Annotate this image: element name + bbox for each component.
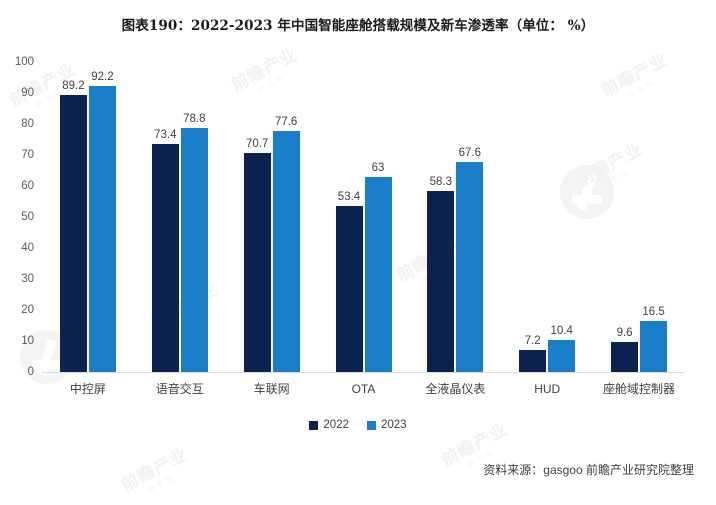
y-axis-tick-label: 30: [21, 273, 34, 285]
legend-label: 2022: [323, 419, 349, 431]
bar-pair: 53.4 63: [335, 162, 392, 372]
bar-pair: 58.3 67.6: [427, 147, 484, 372]
y-axis-tick-label: 100: [14, 56, 34, 68]
bar-pair: 9.6 16.5: [611, 306, 668, 372]
y-axis-tick-label: 70: [21, 149, 34, 161]
legend-label: 2023: [381, 419, 407, 431]
y-axis-tick-label: 50: [21, 211, 34, 223]
bar-pair: 89.2 92.2: [59, 71, 116, 372]
source-note: 资料来源：gasgoo 前瞻产业研究院整理: [483, 463, 694, 477]
legend-swatch-icon: [309, 420, 319, 430]
x-axis-label-座舱域控制器: 座舱域控制器: [603, 382, 676, 396]
bar-value-label: 10.4: [550, 324, 573, 337]
bar-value-label: 53.4: [337, 191, 361, 204]
bar-2022-全液晶仪表[interactable]: 58.3: [427, 176, 455, 372]
y-axis-tick-label: 80: [21, 118, 34, 130]
bar-2023-座舱域控制器[interactable]: 16.5: [640, 306, 668, 372]
bar-2022-车联网[interactable]: 70.7: [243, 138, 271, 372]
bar-value-label: 92.2: [91, 71, 114, 84]
bar-2023-语音交互[interactable]: 78.8: [180, 113, 208, 372]
x-axis-label-车联网: 车联网: [253, 382, 290, 396]
x-axis-label-全液晶仪表: 全液晶仪表: [425, 382, 486, 396]
bar-pair: 73.4 78.8: [151, 113, 208, 372]
y-axis-tick-label: 20: [21, 304, 34, 316]
x-axis-label-OTA: OTA: [351, 382, 376, 396]
legend-item-2022[interactable]: 2022: [309, 419, 349, 431]
chart-plot-area: 100 90 80 70 60 50 40 30 20 10 0 89.2 92.2 73.4 78.8 7…: [14, 56, 685, 396]
bar-value-label: 58.3: [429, 176, 453, 189]
x-axis-label-HUD: HUD: [534, 382, 561, 396]
bar-value-label: 77.6: [274, 116, 298, 129]
bar-2022-座舱域控制器[interactable]: 9.6: [611, 327, 639, 372]
bar-2023-车联网[interactable]: 77.6: [272, 116, 300, 372]
legend-item-2023[interactable]: 2023: [367, 419, 407, 431]
x-axis-label-语音交互: 语音交互: [155, 382, 204, 396]
bar-value-label: 67.6: [458, 147, 482, 160]
bar-2022-语音交互[interactable]: 73.4: [151, 129, 179, 372]
bar-value-label: 70.7: [245, 137, 269, 150]
x-axis-line: [42, 372, 685, 373]
bar-2022-HUD[interactable]: 7.2: [519, 335, 547, 372]
bar-value-label: 16.5: [642, 305, 665, 318]
bar-2023-中控屏[interactable]: 92.2: [88, 71, 116, 372]
bar-value-label: 73.4: [154, 129, 177, 142]
chart-legend: 2022 2023: [0, 419, 716, 431]
bar-pair: 7.2 10.4: [519, 325, 576, 372]
bar-value-label: 78.8: [183, 112, 206, 125]
legend-swatch-icon: [367, 420, 376, 430]
y-axis-tick-label: 40: [21, 242, 34, 254]
bar-2022-中控屏[interactable]: 89.2: [59, 80, 87, 372]
y-axis-tick-label: 90: [21, 87, 34, 99]
bar-value-label: 7.2: [524, 334, 541, 347]
chart-title: 图表190：2022-2023 年中国智能座舱搭载规模及新车渗透率（单位： %）: [121, 18, 595, 34]
bar-2023-HUD[interactable]: 10.4: [548, 325, 576, 372]
y-axis-tick-label: 0: [27, 366, 34, 378]
bar-value-label: 9.6: [616, 327, 633, 340]
bar-value-label: 63: [371, 161, 385, 174]
bar-2023-全液晶仪表[interactable]: 67.6: [456, 147, 484, 372]
bar-2023-OTA[interactable]: 63: [364, 162, 392, 372]
y-axis-tick-label: 10: [21, 335, 34, 347]
bar-2022-OTA[interactable]: 53.4: [335, 191, 363, 372]
x-axis-label-中控屏: 中控屏: [69, 382, 106, 396]
bar-value-label: 89.2: [62, 80, 85, 93]
bar-pair: 70.7 77.6: [243, 116, 300, 372]
y-axis-tick-label: 60: [21, 180, 34, 192]
